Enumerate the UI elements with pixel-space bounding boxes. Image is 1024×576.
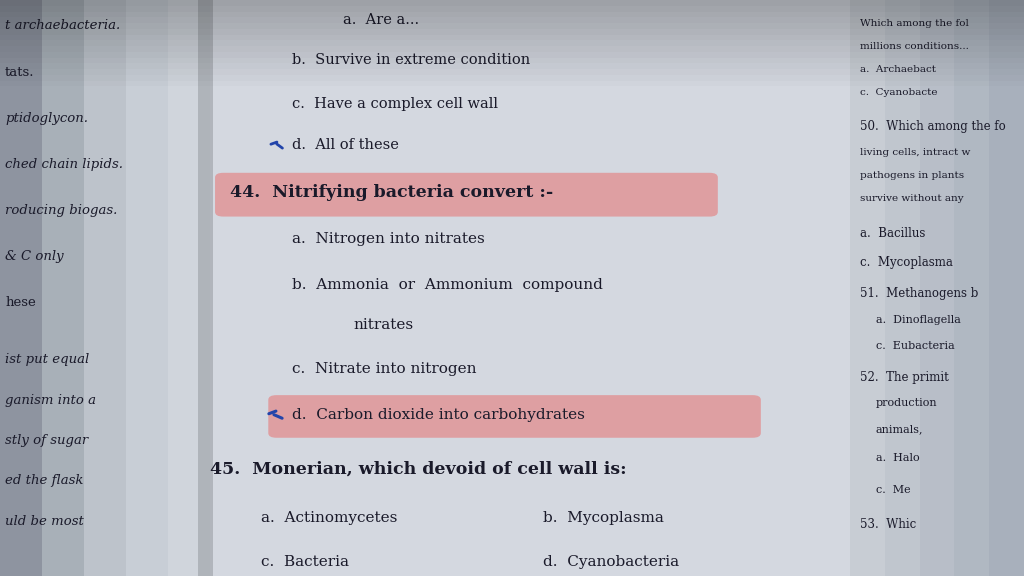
Text: 45.  Monerian, which devoid of cell wall is:: 45. Monerian, which devoid of cell wall … (210, 461, 627, 478)
Bar (0, 6, 1024, 12)
Bar (0, 52, 1024, 58)
Bar (885, 0, 920, 576)
Bar (920, 0, 954, 576)
Text: survive without any: survive without any (860, 194, 964, 203)
Bar (0, 40, 1024, 46)
Text: a.  Archaebact: a. Archaebact (860, 65, 936, 74)
Text: production: production (876, 398, 937, 408)
Text: c.  Mycoplasma: c. Mycoplasma (860, 256, 953, 268)
FancyBboxPatch shape (268, 395, 761, 438)
Bar (989, 0, 1024, 576)
Text: tats.: tats. (5, 66, 35, 78)
Text: animals,: animals, (876, 424, 923, 434)
Text: & C only: & C only (5, 250, 63, 263)
Text: b.  Mycoplasma: b. Mycoplasma (543, 511, 664, 525)
Bar (210, 0, 850, 576)
Text: nitrates: nitrates (353, 319, 414, 332)
Text: t archaebacteria.: t archaebacteria. (5, 20, 121, 32)
Bar (850, 0, 885, 576)
Text: c.  Have a complex cell wall: c. Have a complex cell wall (292, 97, 498, 111)
Text: 44.  Nitrifying bacteria convert :-: 44. Nitrifying bacteria convert :- (230, 184, 554, 202)
Bar (0, 81, 1024, 86)
Text: Which among the fol: Which among the fol (860, 18, 969, 28)
Text: pathogens in plants: pathogens in plants (860, 171, 965, 180)
Bar (0, 63, 1024, 69)
Text: a.  Are a...: a. Are a... (343, 13, 419, 27)
Text: b.  Ammonia  or  Ammonium  compound: b. Ammonia or Ammonium compound (292, 278, 603, 292)
Text: a.  Dinoflagella: a. Dinoflagella (876, 314, 961, 325)
Text: ed the flask: ed the flask (5, 475, 84, 487)
Bar (0, 69, 1024, 75)
Text: c.  Me: c. Me (876, 484, 910, 495)
Text: a.  Halo: a. Halo (876, 453, 920, 463)
Bar (0, 0, 42, 576)
Bar (0, 46, 1024, 52)
Text: hese: hese (5, 296, 36, 309)
Text: c.  Eubacteria: c. Eubacteria (876, 340, 954, 351)
Bar (954, 0, 989, 576)
Text: millions conditions...: millions conditions... (860, 41, 969, 51)
Text: d.  Carbon dioxide into carbohydrates: d. Carbon dioxide into carbohydrates (292, 408, 585, 422)
Text: b.  Survive in extreme condition: b. Survive in extreme condition (292, 54, 530, 67)
Bar (126, 0, 168, 576)
Text: 50.  Which among the fo: 50. Which among the fo (860, 120, 1006, 133)
Text: d.  Cyanobacteria: d. Cyanobacteria (543, 555, 679, 569)
Text: ptidoglycon.: ptidoglycon. (5, 112, 88, 124)
Text: stly of sugar: stly of sugar (5, 434, 88, 447)
Text: a.  Bacillus: a. Bacillus (860, 227, 926, 240)
Text: c.  Nitrate into nitrogen: c. Nitrate into nitrogen (292, 362, 476, 376)
Text: a.  Actinomycetes: a. Actinomycetes (261, 511, 397, 525)
Text: ganism into a: ganism into a (5, 394, 96, 407)
Text: d.  All of these: d. All of these (292, 138, 398, 152)
Text: 52.  The primit: 52. The primit (860, 371, 949, 384)
Bar (0, 29, 1024, 35)
Bar (0, 12, 1024, 17)
Text: c.  Bacteria: c. Bacteria (261, 555, 349, 569)
Bar (42, 0, 84, 576)
Bar (0, 58, 1024, 63)
Bar (0, 75, 1024, 81)
Bar (0, 0, 1024, 6)
Text: a.  Nitrogen into nitrates: a. Nitrogen into nitrates (292, 232, 484, 246)
Text: 51.  Methanogens b: 51. Methanogens b (860, 287, 979, 300)
Text: ched chain lipids.: ched chain lipids. (5, 158, 123, 170)
Bar (84, 0, 126, 576)
Text: roducing biogas.: roducing biogas. (5, 204, 118, 217)
Bar (0, 17, 1024, 23)
Text: living cells, intract w: living cells, intract w (860, 148, 971, 157)
Text: 53.  Whic: 53. Whic (860, 518, 916, 530)
FancyBboxPatch shape (215, 173, 718, 217)
Bar (198, 0, 213, 576)
Text: uld be most: uld be most (5, 515, 84, 528)
Text: c.  Cyanobacte: c. Cyanobacte (860, 88, 938, 97)
Bar (0, 35, 1024, 40)
Bar (168, 0, 210, 576)
Bar (0, 23, 1024, 29)
Text: ist put equal: ist put equal (5, 354, 89, 366)
